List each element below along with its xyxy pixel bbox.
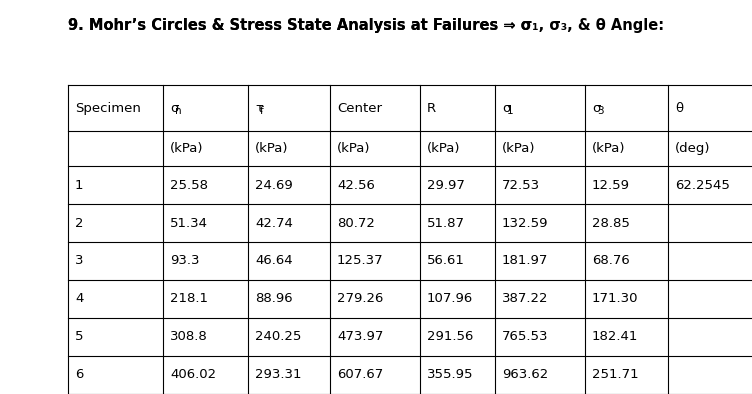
Text: f: f [260, 106, 264, 116]
Text: 68.76: 68.76 [592, 255, 629, 268]
Text: 93.3: 93.3 [170, 255, 199, 268]
Text: 181.97: 181.97 [502, 255, 548, 268]
Text: 291.56: 291.56 [427, 331, 473, 344]
Text: 293.31: 293.31 [255, 368, 302, 381]
Text: Center: Center [337, 102, 382, 115]
Text: 218.1: 218.1 [170, 292, 208, 305]
Text: σ: σ [170, 102, 178, 115]
Text: 3: 3 [75, 255, 83, 268]
Text: 132.59: 132.59 [502, 216, 548, 229]
Text: 406.02: 406.02 [170, 368, 216, 381]
Text: 251.71: 251.71 [592, 368, 638, 381]
Text: 88.96: 88.96 [255, 292, 293, 305]
Text: 72.53: 72.53 [502, 178, 540, 191]
Text: 279.26: 279.26 [337, 292, 384, 305]
Text: 51.87: 51.87 [427, 216, 465, 229]
Text: 46.64: 46.64 [255, 255, 293, 268]
Text: 473.97: 473.97 [337, 331, 384, 344]
Text: 62.2545: 62.2545 [675, 178, 730, 191]
Text: (kPa): (kPa) [427, 142, 460, 155]
Text: 308.8: 308.8 [170, 331, 208, 344]
Text: (kPa): (kPa) [255, 142, 289, 155]
Text: 171.30: 171.30 [592, 292, 638, 305]
Text: 56.61: 56.61 [427, 255, 465, 268]
Text: 765.53: 765.53 [502, 331, 548, 344]
Text: τ: τ [255, 102, 263, 115]
Text: θ: θ [675, 102, 683, 115]
Text: 51.34: 51.34 [170, 216, 208, 229]
Text: 125.37: 125.37 [337, 255, 384, 268]
Text: (kPa): (kPa) [170, 142, 204, 155]
Text: 107.96: 107.96 [427, 292, 473, 305]
Text: 355.95: 355.95 [427, 368, 474, 381]
Text: 4: 4 [75, 292, 83, 305]
Text: 25.58: 25.58 [170, 178, 208, 191]
Text: 963.62: 963.62 [502, 368, 548, 381]
Text: 387.22: 387.22 [502, 292, 548, 305]
Text: 9. Mohr’s Circles & Stress State Analysis at Failures ⇒ σ₁, σ₃, & θ Angle:: 9. Mohr’s Circles & Stress State Analysi… [68, 18, 664, 33]
Text: 1: 1 [508, 106, 514, 116]
Text: 240.25: 240.25 [255, 331, 302, 344]
Text: 42.74: 42.74 [255, 216, 293, 229]
Text: (deg): (deg) [675, 142, 711, 155]
Text: 29.97: 29.97 [427, 178, 465, 191]
Text: 3: 3 [597, 106, 604, 116]
Text: 24.69: 24.69 [255, 178, 293, 191]
Text: 9. Mohr’s Circles & Stress State Analysis at Failures ⇒ σ: 9. Mohr’s Circles & Stress State Analysi… [68, 18, 532, 33]
Text: 6: 6 [75, 368, 83, 381]
Text: 2: 2 [75, 216, 83, 229]
Text: 42.56: 42.56 [337, 178, 375, 191]
Text: 182.41: 182.41 [592, 331, 638, 344]
Text: Specimen: Specimen [75, 102, 141, 115]
Text: 607.67: 607.67 [337, 368, 384, 381]
Text: (kPa): (kPa) [502, 142, 535, 155]
Text: 28.85: 28.85 [592, 216, 630, 229]
Text: 5: 5 [75, 331, 83, 344]
Text: σ: σ [502, 102, 511, 115]
Text: 80.72: 80.72 [337, 216, 375, 229]
Text: R: R [427, 102, 436, 115]
Text: (kPa): (kPa) [592, 142, 626, 155]
Text: 1: 1 [75, 178, 83, 191]
Text: n: n [175, 106, 182, 116]
Text: σ: σ [592, 102, 600, 115]
Text: (kPa): (kPa) [337, 142, 371, 155]
Text: 12.59: 12.59 [592, 178, 630, 191]
